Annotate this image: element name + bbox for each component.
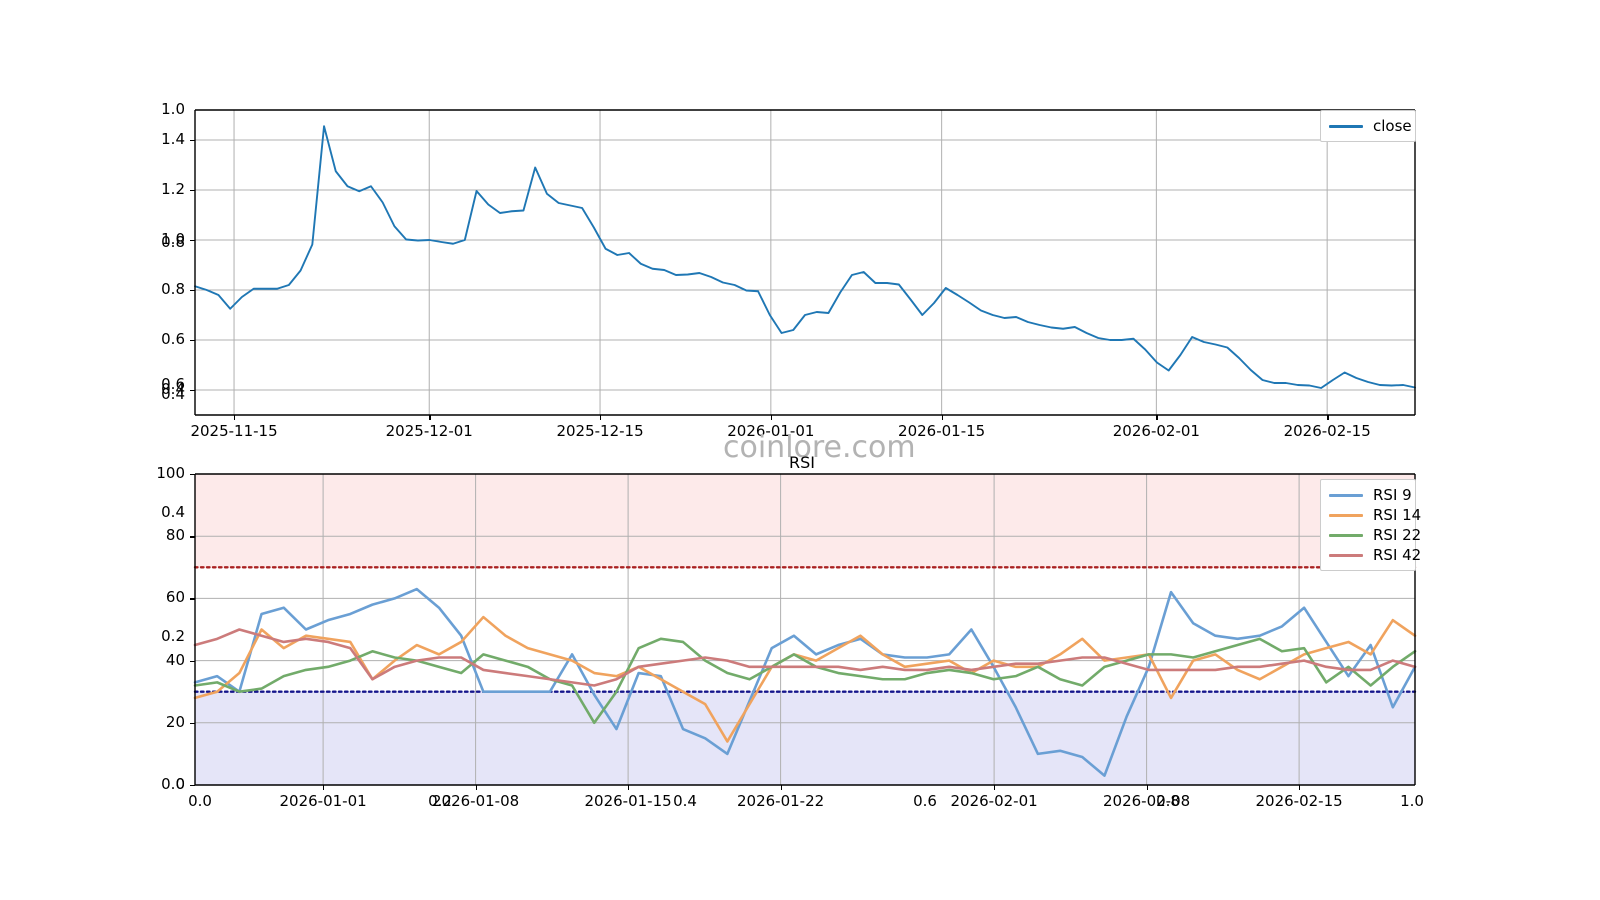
- legend-color-swatch: [1329, 124, 1363, 128]
- price-xtick-mark: [1327, 415, 1329, 420]
- price-ytick-mark: [190, 140, 195, 142]
- rsi-ytick-mark: [190, 722, 195, 725]
- price-xtick-mark: [941, 415, 944, 420]
- price-ytick-mark: [190, 190, 195, 192]
- rsi-twin-xtick-label: 1.0: [1400, 792, 1424, 810]
- rsi-xtick-label: 2026-01-22: [737, 792, 825, 810]
- rsi-ytick-mark: [190, 474, 195, 476]
- rsi-xtick-mark: [323, 785, 325, 790]
- rsi-ytick-mark: [190, 536, 195, 538]
- rsi-twin-xtick-label: 0.0: [188, 792, 212, 810]
- rsi-legend-item[interactable]: RSI 22: [1329, 525, 1421, 545]
- rsi-line-rsi-42: [193, 628, 1417, 687]
- rsi-ytick-label: 0: [175, 775, 185, 793]
- rsi-xtick-label: 2026-02-01: [950, 792, 1038, 810]
- legend-color-swatch: [1329, 493, 1363, 497]
- legend-label: RSI 22: [1373, 526, 1422, 544]
- price-ytick-label: 1.2: [161, 180, 185, 198]
- price-twin-ytick-label: 0.4: [161, 385, 185, 403]
- rsi-xtick-label: 2026-01-15: [584, 792, 672, 810]
- rsi-xtick-mark: [994, 785, 996, 790]
- price-twin-ytick-label: 1.0: [161, 100, 185, 118]
- rsi-ytick-label: 100: [156, 464, 185, 482]
- price-ytick-mark: [190, 290, 195, 292]
- rsi-line-rsi-9: [193, 587, 1417, 777]
- rsi-xtick-label: 2026-01-08: [432, 792, 520, 810]
- rsi-xtick-mark: [1146, 785, 1148, 790]
- price-xtick-mark: [1156, 415, 1158, 420]
- price-xtick-mark: [429, 415, 431, 420]
- rsi-ytick-label: 40: [165, 650, 185, 669]
- rsi-xtick-mark: [780, 785, 782, 790]
- rsi-line-rsi-22: [193, 637, 1417, 725]
- rsi-legend-item[interactable]: RSI 42: [1329, 545, 1421, 565]
- price-xtick-label: 2026-02-15: [1283, 422, 1371, 440]
- price-legend[interactable]: close: [1320, 110, 1416, 142]
- price-xtick-label: 2026-01-01: [727, 422, 815, 440]
- rsi-ytick-label: 80: [165, 526, 185, 545]
- rsi-legend-item[interactable]: RSI 9: [1329, 485, 1412, 505]
- price-line-close: [194, 125, 1416, 389]
- rsi-legend-item[interactable]: RSI 14: [1329, 505, 1421, 525]
- rsi-panel-title: RSI: [789, 453, 815, 472]
- legend-color-swatch: [1329, 553, 1363, 557]
- legend-color-swatch: [1329, 533, 1363, 537]
- rsi-twin-xtick-label: 0.8: [1156, 792, 1180, 810]
- watermark: coinlore.com: [723, 430, 916, 465]
- price-ytick-label: 1.4: [161, 130, 185, 148]
- rsi-xtick-label: 2026-01-01: [279, 792, 367, 810]
- rsi-xtick-mark: [1299, 785, 1301, 790]
- price-ytick-label: 0.6: [161, 330, 185, 348]
- price-legend-item[interactable]: close: [1329, 116, 1412, 136]
- rsi-xtick-mark: [628, 785, 630, 790]
- rsi-twin-xtick-label: 0.2: [428, 792, 452, 810]
- rsi-ytick-mark: [190, 660, 195, 662]
- price-xtick-mark: [234, 415, 236, 420]
- price-xtick-label: 2025-11-15: [190, 422, 278, 440]
- rsi-chart-panel: [193, 473, 1417, 786]
- price-xtick-label: 2025-12-01: [385, 422, 473, 440]
- rsi-ytick-mark: [190, 598, 195, 600]
- rsi-ytick-label: 60: [165, 588, 185, 607]
- price-twin-ytick-label: 0.6: [161, 375, 185, 393]
- price-ytick-mark: [190, 240, 195, 242]
- rsi-twin-ytick-label: 0.0: [161, 775, 185, 793]
- rsi-twin-xtick-label: 0.4: [673, 792, 697, 810]
- legend-label: close: [1373, 117, 1412, 135]
- price-ytick-mark: [190, 390, 195, 392]
- price-ytick-label: 0.8: [161, 280, 185, 298]
- legend-color-swatch: [1329, 513, 1363, 517]
- price-ytick-mark: [190, 340, 195, 342]
- price-chart-panel: [194, 109, 1416, 416]
- rsi-twin-ytick-label: 0.4: [161, 503, 185, 521]
- legend-label: RSI 42: [1373, 546, 1422, 564]
- legend-label: RSI 14: [1373, 506, 1422, 524]
- rsi-plot-svg: [193, 473, 1417, 786]
- price-plot-svg: [194, 109, 1416, 416]
- rsi-ytick-label: 20: [165, 712, 185, 731]
- price-xtick-mark: [770, 415, 773, 420]
- price-xtick-label: 2025-12-15: [556, 422, 644, 440]
- price-ytick-label: 1.0: [161, 230, 185, 248]
- rsi-xtick-label: 2026-02-08: [1103, 792, 1191, 810]
- rsi-xtick-mark: [475, 785, 477, 790]
- price-twin-ytick-label: 0.8: [161, 233, 185, 251]
- rsi-ytick-mark: [190, 785, 195, 787]
- price-xtick-label: 2026-02-01: [1112, 422, 1200, 440]
- price-xtick-label: 2026-01-15: [898, 422, 986, 440]
- price-ytick-label: 0.4: [161, 380, 185, 398]
- rsi-twin-ytick-label: 0.2: [161, 627, 185, 645]
- price-xtick-mark: [600, 415, 602, 420]
- rsi-legend[interactable]: RSI 9 RSI 14 RSI 22 RSI 42: [1320, 479, 1421, 571]
- rsi-twin-xtick-label: 0.6: [913, 792, 937, 810]
- rsi-xtick-label: 2026-02-15: [1255, 792, 1343, 810]
- legend-label: RSI 9: [1373, 486, 1412, 504]
